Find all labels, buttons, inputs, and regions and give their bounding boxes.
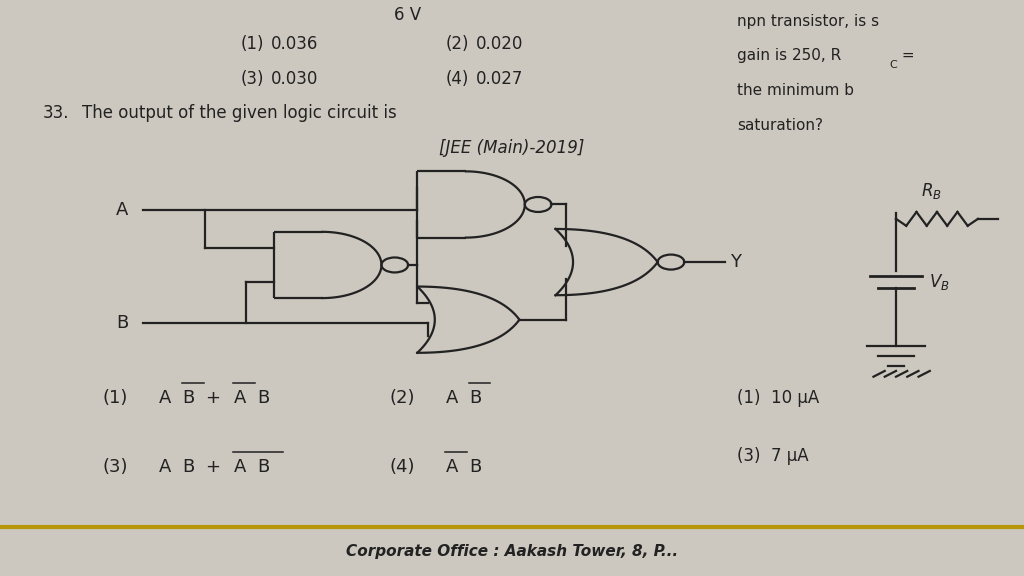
Text: B: B — [257, 458, 269, 476]
Text: 0.027: 0.027 — [476, 70, 523, 88]
Text: +: + — [205, 389, 220, 407]
Text: (3): (3) — [102, 458, 128, 476]
Text: =: = — [897, 48, 914, 63]
Text: $R_B$: $R_B$ — [922, 181, 942, 201]
Text: (3)  7 μA: (3) 7 μA — [737, 447, 809, 465]
Text: A: A — [233, 458, 246, 476]
Text: A: A — [116, 201, 128, 219]
Text: (1): (1) — [102, 389, 128, 407]
Text: 0.030: 0.030 — [271, 70, 318, 88]
Text: A: A — [159, 458, 171, 476]
Text: 0.020: 0.020 — [476, 35, 523, 53]
Text: B: B — [469, 458, 481, 476]
Text: B: B — [469, 389, 481, 407]
Text: 33.: 33. — [43, 104, 70, 122]
Text: Corporate Office : Aakash Tower, 8, P...: Corporate Office : Aakash Tower, 8, P... — [346, 544, 678, 559]
Text: C: C — [890, 60, 898, 70]
Text: A: A — [233, 389, 246, 407]
Text: (2): (2) — [445, 35, 469, 53]
Text: A: A — [159, 389, 171, 407]
Text: the minimum b: the minimum b — [737, 83, 854, 98]
Text: (2): (2) — [389, 389, 415, 407]
Text: [JEE (Main)-2019]: [JEE (Main)-2019] — [439, 139, 585, 157]
Text: B: B — [182, 389, 195, 407]
Text: npn transistor, is s: npn transistor, is s — [737, 14, 880, 29]
Text: gain is 250, R: gain is 250, R — [737, 48, 842, 63]
Text: Y: Y — [730, 253, 741, 271]
Text: The output of the given logic circuit is: The output of the given logic circuit is — [82, 104, 396, 122]
Text: (1)  10 μA: (1) 10 μA — [737, 389, 819, 407]
Text: 6 V: 6 V — [394, 6, 421, 24]
Text: saturation?: saturation? — [737, 118, 823, 132]
Text: B: B — [257, 389, 269, 407]
Text: (3): (3) — [241, 70, 264, 88]
Text: (1): (1) — [241, 35, 264, 53]
Text: +: + — [205, 458, 220, 476]
Text: B: B — [182, 458, 195, 476]
Text: A: A — [445, 458, 458, 476]
Text: 0.036: 0.036 — [271, 35, 318, 53]
Text: B: B — [116, 313, 128, 332]
Text: (4): (4) — [389, 458, 415, 476]
Text: (4): (4) — [445, 70, 469, 88]
Text: $V_B$: $V_B$ — [929, 272, 949, 292]
Text: A: A — [445, 389, 458, 407]
